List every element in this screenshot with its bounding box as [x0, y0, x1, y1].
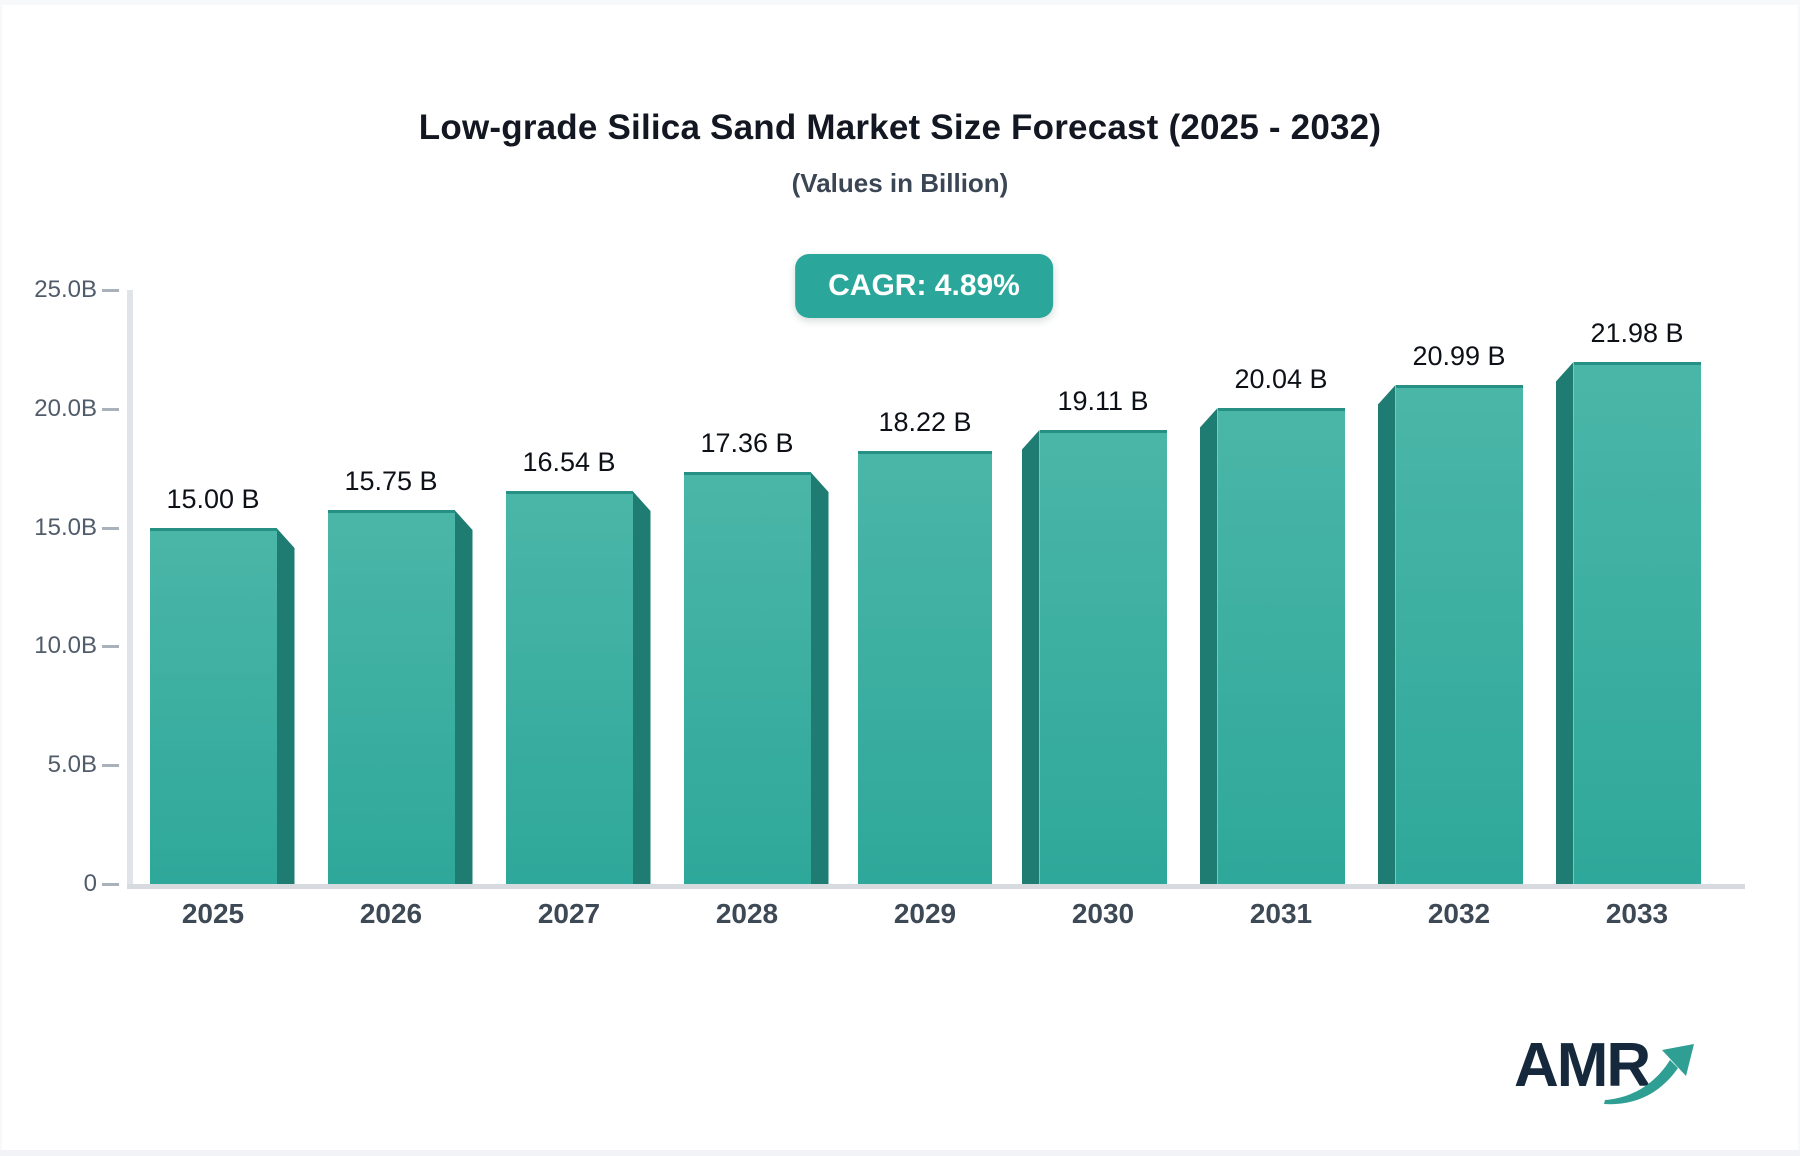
x-axis-label-2030: 2030 — [1071, 898, 1135, 929]
y-axis-tick-mark — [102, 407, 119, 411]
y-axis-tick-label: 5.0B — [47, 751, 97, 779]
bar-value-label: 15.00 B — [166, 484, 260, 514]
bar-side-face — [1377, 385, 1396, 884]
x-axis-label-2026: 2026 — [359, 898, 423, 929]
bar-2032 — [1396, 385, 1523, 884]
bar-side-face — [454, 510, 473, 884]
y-axis-tick-mark — [102, 645, 119, 649]
y-axis-tick-label: 0 — [83, 870, 97, 897]
x-axis-label-2025: 2025 — [181, 898, 245, 929]
bar-value-label: 16.54 B — [522, 447, 616, 477]
bar-side-face — [1021, 430, 1040, 884]
bar-side-face — [276, 528, 295, 884]
y-axis-tick-mark — [102, 289, 119, 292]
bar-value-label: 17.36 B — [700, 428, 794, 458]
amr-logo-text: AMR — [1514, 1031, 1650, 1100]
bar-side-face — [632, 491, 651, 884]
growth-arrow-head-icon — [1662, 1044, 1694, 1076]
y-axis-tick-label: 25.0B — [34, 276, 97, 303]
x-axis-label-2032: 2032 — [1427, 898, 1491, 929]
y-axis-line — [127, 290, 133, 886]
y-axis-tick-label: 20.0B — [34, 394, 97, 422]
y-axis-tick-label: 10.0B — [34, 632, 97, 660]
x-axis-baseline — [127, 884, 1745, 889]
bar-value-label: 15.75 B — [344, 466, 438, 496]
bar-value-label: 18.22 B — [878, 407, 972, 437]
bar-side-face — [1199, 408, 1218, 884]
bar-2030 — [1040, 430, 1167, 884]
y-axis-tick-mark — [102, 526, 119, 530]
y-axis-tick-label: 15.0B — [34, 513, 97, 541]
growth-arrow-icon — [1604, 1060, 1678, 1105]
y-axis-tick-mark — [102, 883, 119, 886]
bar-value-label: 21.98 B — [1590, 318, 1684, 348]
amr-logo: AMR — [1514, 1031, 1694, 1105]
y-axis-tick-mark — [102, 764, 119, 768]
bar-2025 — [150, 528, 277, 884]
bar-side-face — [810, 472, 829, 884]
page-edge-bottom — [0, 1150, 1800, 1156]
bar-value-label: 19.11 B — [1057, 386, 1149, 416]
bar-2026 — [328, 510, 455, 884]
cagr-badge: CAGR: 4.89% — [795, 254, 1053, 318]
x-axis-label-2029: 2029 — [893, 898, 957, 929]
x-axis-label-2033: 2033 — [1605, 898, 1669, 929]
page-edge-top — [0, 0, 1800, 5]
bar-2027 — [506, 491, 633, 884]
bar-2028 — [684, 472, 811, 884]
page-edge-right — [1798, 0, 1800, 1156]
chart-title: Low-grade Silica Sand Market Size Foreca… — [418, 108, 1382, 147]
x-axis-label-2028: 2028 — [715, 898, 779, 929]
bar-2029 — [858, 451, 992, 884]
bar-value-label: 20.04 B — [1234, 364, 1328, 394]
bar-2031 — [1218, 408, 1345, 884]
x-axis-label-2027: 2027 — [537, 898, 601, 929]
chart-subtitle: (Values in Billion) — [791, 168, 1009, 198]
x-axis-label-2031: 2031 — [1249, 898, 1313, 929]
page-edge-left — [0, 0, 2, 1156]
bar-value-label: 20.99 B — [1412, 341, 1506, 371]
bar-side-face — [1555, 362, 1574, 884]
bar-2033 — [1574, 362, 1701, 884]
